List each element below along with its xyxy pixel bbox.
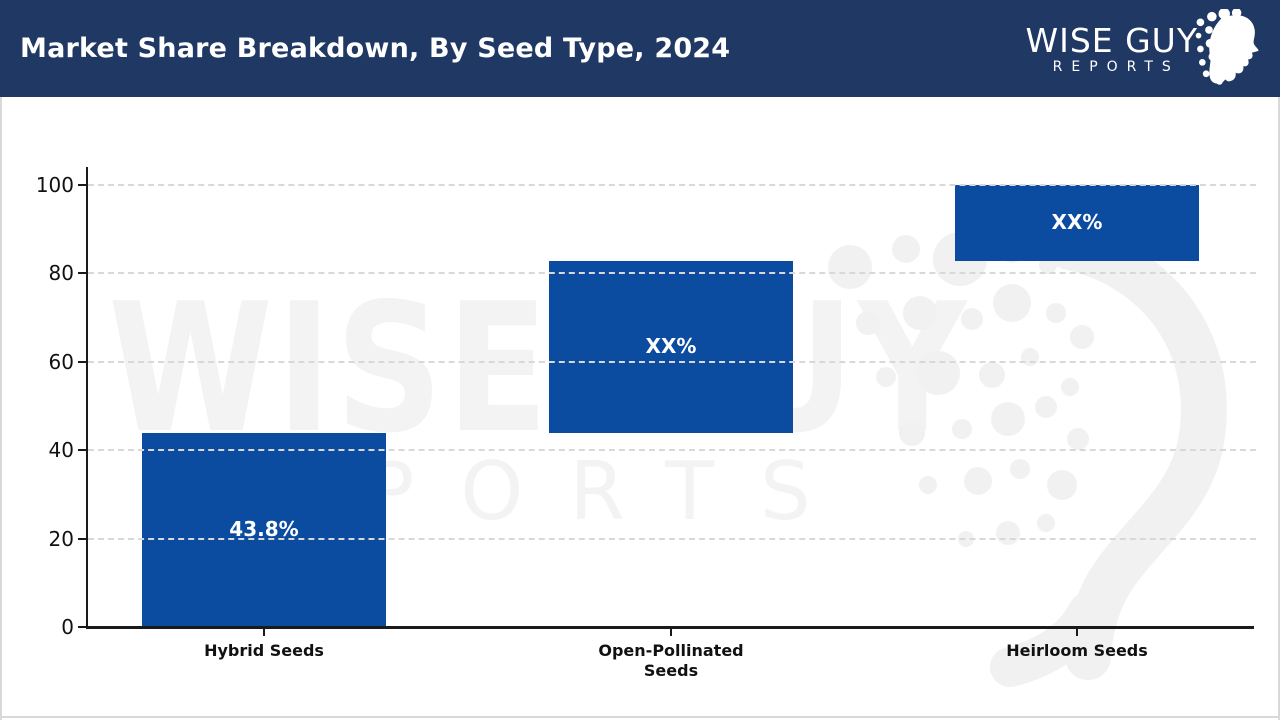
gridline-100 (88, 184, 1256, 186)
logo-subtitle: REPORTS (1052, 58, 1180, 75)
y-tick-mark-60 (78, 360, 86, 363)
bar-value-label: 43.8% (229, 517, 299, 542)
frame-border-right (1278, 97, 1280, 720)
logo-wordmark: WISE GUY (1025, 20, 1198, 60)
gridline-60 (88, 360, 1256, 363)
bar-2 (549, 261, 793, 434)
x-tick-mark (1076, 629, 1078, 636)
y-tick-mark-20 (78, 537, 86, 540)
x-axis-spine (86, 626, 1254, 629)
y-tick-label: 100 (35, 173, 74, 197)
x-tick-mark (263, 629, 265, 636)
y-tick-label: 0 (61, 615, 74, 639)
bar-value-label: XX% (1051, 210, 1103, 234)
x-tick-mark (670, 629, 672, 636)
y-tick-mark-100 (78, 184, 86, 186)
logo-head-icon (1195, 8, 1259, 85)
y-tick-mark-0 (78, 626, 86, 628)
x-category-label: Open-Pollinated Seeds (598, 641, 744, 680)
y-tick-label: 40 (48, 438, 74, 463)
y-tick-label: 20 (48, 526, 74, 551)
y-tick-label: 60 (48, 349, 74, 374)
y-tick-mark-80 (78, 272, 86, 275)
watermark-head-icon (828, 227, 1227, 687)
y-tick-mark-40 (78, 449, 86, 452)
chart-area: WISE GUY REPORTS 43.8% XX% XX% 0 20 40 60 80 100… (0, 97, 1280, 720)
y-axis-spine (86, 167, 88, 628)
frame-border-left (0, 97, 2, 720)
bar-1 (142, 433, 386, 627)
logo-text: WISE GUY REPORTS (1025, 24, 1198, 74)
bar-3 (955, 185, 1199, 262)
wise-guy-reports-logo: WISE GUY REPORTS (1025, 8, 1266, 89)
gridline-20 (88, 537, 1256, 540)
frame-border-bottom (0, 716, 1280, 718)
gridline-80 (88, 272, 1256, 275)
y-tick-label: 80 (48, 261, 74, 286)
bar-value-label: XX% (645, 334, 697, 359)
header-band: Market Share Breakdown, By Seed Type, 20… (0, 0, 1280, 97)
chart-title: Market Share Breakdown, By Seed Type, 20… (20, 33, 731, 64)
x-category-label: Hybrid Seeds (204, 641, 324, 660)
gridline-40 (88, 449, 1256, 452)
x-category-label: Heirloom Seeds (1006, 641, 1148, 660)
